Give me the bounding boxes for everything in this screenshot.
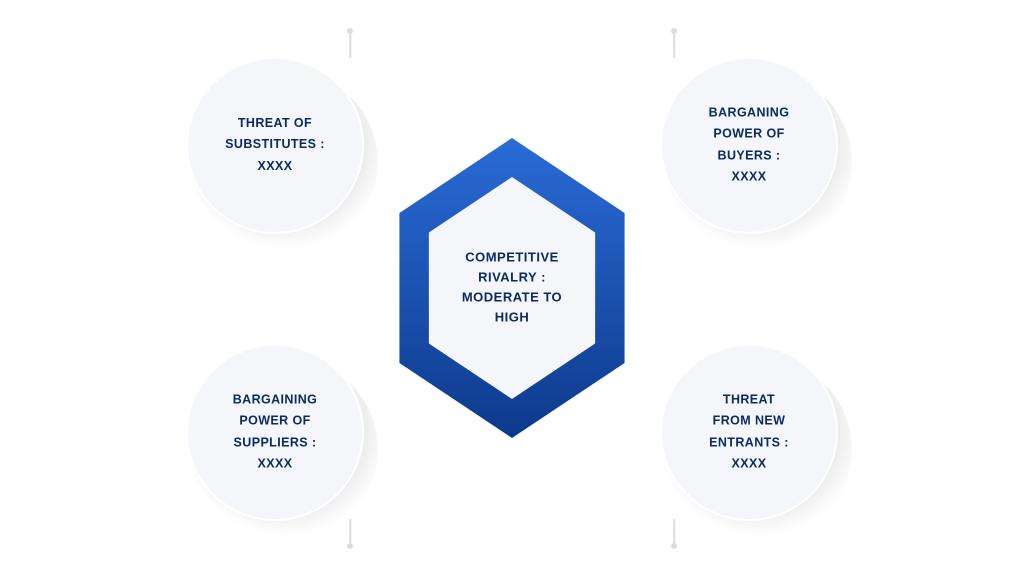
- force-label: BARGAINING POWER OF SUPPLIERS : XXXX: [205, 390, 345, 475]
- force-label: BARGANING POWER OF BUYERS : XXXX: [679, 103, 819, 188]
- connector-dot: [654, 509, 694, 549]
- force-bargaining-power-suppliers: BARGAINING POWER OF SUPPLIERS : XXXX: [186, 343, 364, 521]
- connector-dot: [330, 28, 370, 68]
- center-node: COMPETITIVE RIVALRY : MODERATE TO HIGH: [382, 158, 642, 418]
- connector-dot: [654, 28, 694, 68]
- force-threat-of-substitutes: THREAT OF SUBSTITUTES : XXXX: [186, 56, 364, 234]
- force-bargaining-power-buyers: BARGANING POWER OF BUYERS : XXXX: [660, 56, 838, 234]
- five-forces-diagram: COMPETITIVE RIVALRY : MODERATE TO HIGH T…: [0, 0, 1024, 576]
- force-label: THREAT OF SUBSTITUTES : XXXX: [205, 113, 345, 177]
- center-label: COMPETITIVE RIVALRY : MODERATE TO HIGH: [427, 248, 597, 329]
- force-threat-new-entrants: THREAT FROM NEW ENTRANTS : XXXX: [660, 343, 838, 521]
- force-label: THREAT FROM NEW ENTRANTS : XXXX: [679, 390, 819, 475]
